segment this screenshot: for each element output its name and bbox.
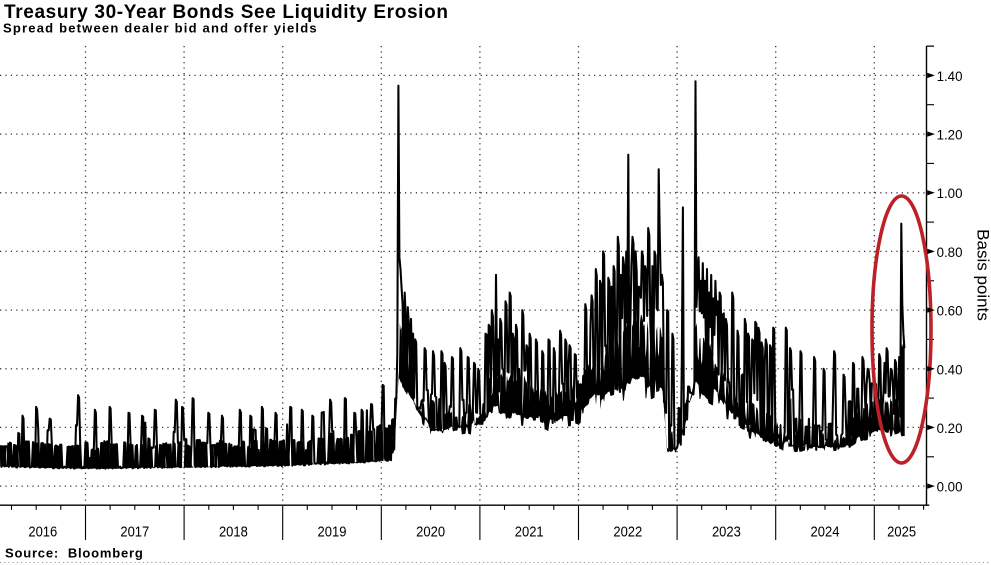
- svg-text:0.40: 0.40: [937, 362, 963, 377]
- svg-text:2019: 2019: [318, 523, 347, 540]
- svg-text:2017: 2017: [120, 523, 149, 540]
- svg-text:2021: 2021: [515, 523, 544, 540]
- svg-text:2022: 2022: [613, 523, 642, 540]
- svg-text:Spread between dealer bid and: Spread between dealer bid and offer yiel…: [3, 20, 318, 35]
- svg-text:2018: 2018: [219, 523, 248, 540]
- svg-text:1.40: 1.40: [937, 69, 963, 84]
- svg-text:0.00: 0.00: [937, 479, 963, 494]
- svg-text:2020: 2020: [416, 523, 445, 540]
- svg-text:1.20: 1.20: [937, 127, 963, 142]
- svg-text:1.00: 1.00: [937, 186, 963, 201]
- svg-text:0.80: 0.80: [937, 245, 963, 260]
- svg-text:2024: 2024: [811, 523, 840, 540]
- svg-text:0.60: 0.60: [937, 303, 963, 318]
- svg-text:Basis points: Basis points: [973, 229, 991, 321]
- svg-text:2016: 2016: [28, 523, 57, 540]
- svg-text:Treasury 30-Year Bonds See Liq: Treasury 30-Year Bonds See Liquidity Ero…: [4, 2, 449, 23]
- svg-text:2023: 2023: [712, 523, 741, 540]
- svg-text:Source: Bloomberg: Source: Bloomberg: [5, 546, 144, 561]
- svg-text:2025: 2025: [887, 523, 916, 540]
- svg-text:0.20: 0.20: [937, 421, 963, 436]
